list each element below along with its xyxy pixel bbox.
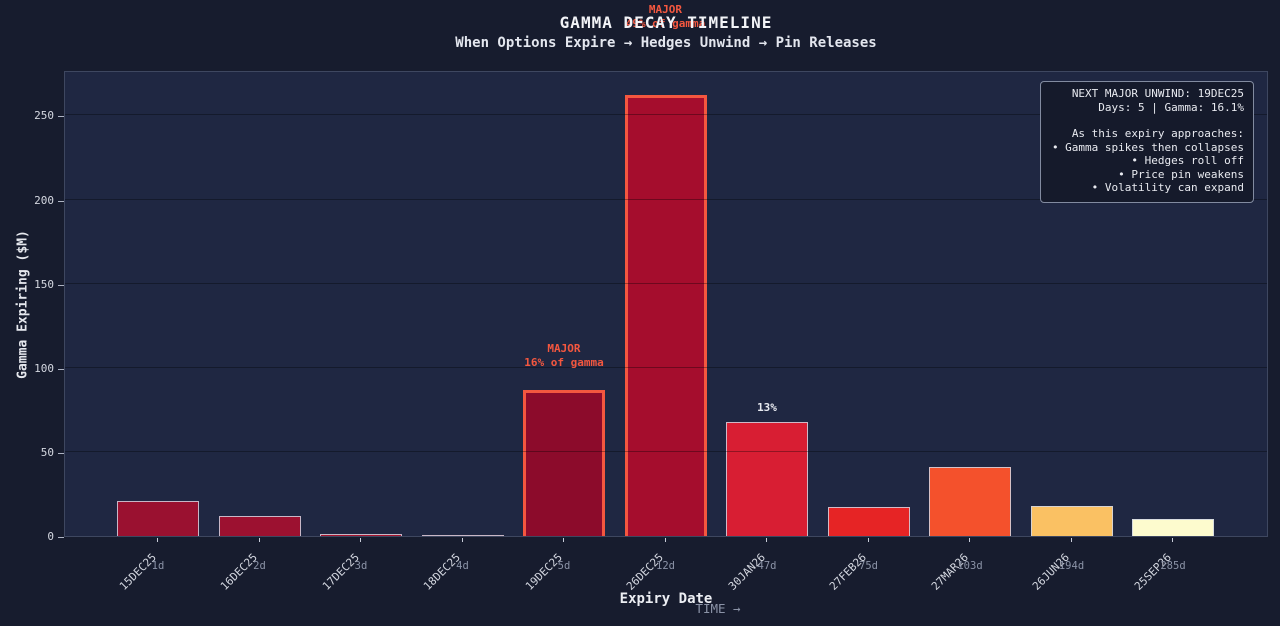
days-to-expiry-label: 12d [656,560,675,572]
x-tick-mark [766,538,767,542]
bar-27MAR26 [929,467,1011,536]
y-tick-label-250: 250 [34,109,54,123]
bar-27FEB26 [827,507,910,536]
days-to-expiry-label: 1d [151,560,165,572]
days-to-expiry-label: 194d [1058,560,1085,572]
chart-subtitle: When Options Expire → Hedges Unwind → Pi… [455,35,877,51]
y-tick-mark [58,368,64,370]
chart-title: GAMMA DECAY TIMELINE [559,13,773,32]
annotation-bullet-2: • Price pin weakens [1118,167,1244,181]
y-tick-label-0: 0 [47,530,54,543]
annotation-bullet-0: • Gamma spikes then collapses [1051,140,1244,154]
y-tick-mark [58,284,64,286]
y-tick-label-100: 100 [34,361,54,375]
y-tick-mark [58,537,64,538]
x-tick-mark [664,538,666,542]
y-tick-label-150: 150 [34,277,54,291]
bar-26JUN26 [1030,505,1113,536]
bar-16DEC25 [218,515,301,536]
y-tick-label-200: 200 [34,193,54,207]
days-to-expiry-label: 103d [957,560,983,572]
gridline-50 [65,450,1267,452]
bar-15DEC25 [117,500,199,536]
gridline-150 [65,282,1267,284]
x-axis-label: Expiry Date [619,591,713,607]
y-tick-mark [58,116,64,118]
y-tick-label-50: 50 [40,445,54,459]
next-unwind-annotation-box: NEXT MAJOR UNWIND: 19DEC25 Days: 5 | Gam… [1040,81,1254,203]
gridline-100 [65,366,1267,368]
y-tick-mark [58,200,64,202]
days-to-expiry-label: 47d [757,560,777,572]
days-to-expiry-label: 5d [557,560,571,572]
gridline-200 [65,198,1267,200]
annotation-intro: As this expiry approaches: [1071,127,1244,140]
annotation-stats: Days: 5 | Gamma: 16.1% [1098,100,1244,114]
days-to-expiry-label: 2d [253,560,266,572]
annotation-bullet-1: • Hedges roll off [1131,154,1244,167]
annotation-title: NEXT MAJOR UNWIND: 19DEC25 [1071,87,1244,100]
y-tick-mark [58,452,64,454]
days-to-expiry-label: 285d [1160,560,1186,572]
bar-18DEC25 [421,535,504,536]
bar-annotation-30JAN26: 13% [757,400,777,414]
x-tick-mark [563,538,564,542]
annotation-bullet-3: • Volatility can expand [1091,181,1244,194]
days-to-expiry-label: 4d [456,560,469,572]
days-to-expiry-label: 3d [354,560,368,572]
bar-annotation-19DEC25: MAJOR 16% of gamma [524,341,604,369]
bar-annotation-26DEC25: MAJOR 49% of gamma [625,3,706,31]
annotation-spacer [1050,114,1244,127]
x-tick-mark [360,538,361,542]
bar-26DEC25 [624,95,707,536]
days-to-expiry-label: 75d [859,560,878,572]
x-tick-mark [1172,538,1173,542]
x-tick-mark [157,538,158,542]
gridline-250 [65,114,1267,116]
x-tick-mark [969,538,970,542]
bar-19DEC25 [523,389,605,536]
annotation-bullets: • Gamma spikes then collapses • Hedges ro… [1050,141,1244,195]
x-tick-mark [461,538,463,542]
bar-30JAN26 [726,421,808,536]
bar-17DEC25 [320,533,402,536]
x-tick-mark [867,538,869,542]
x-tick-mark [258,538,260,542]
time-arrow-label: TIME → [695,601,741,616]
bar-25SEP26 [1132,519,1214,536]
x-tick-mark [1070,538,1072,542]
